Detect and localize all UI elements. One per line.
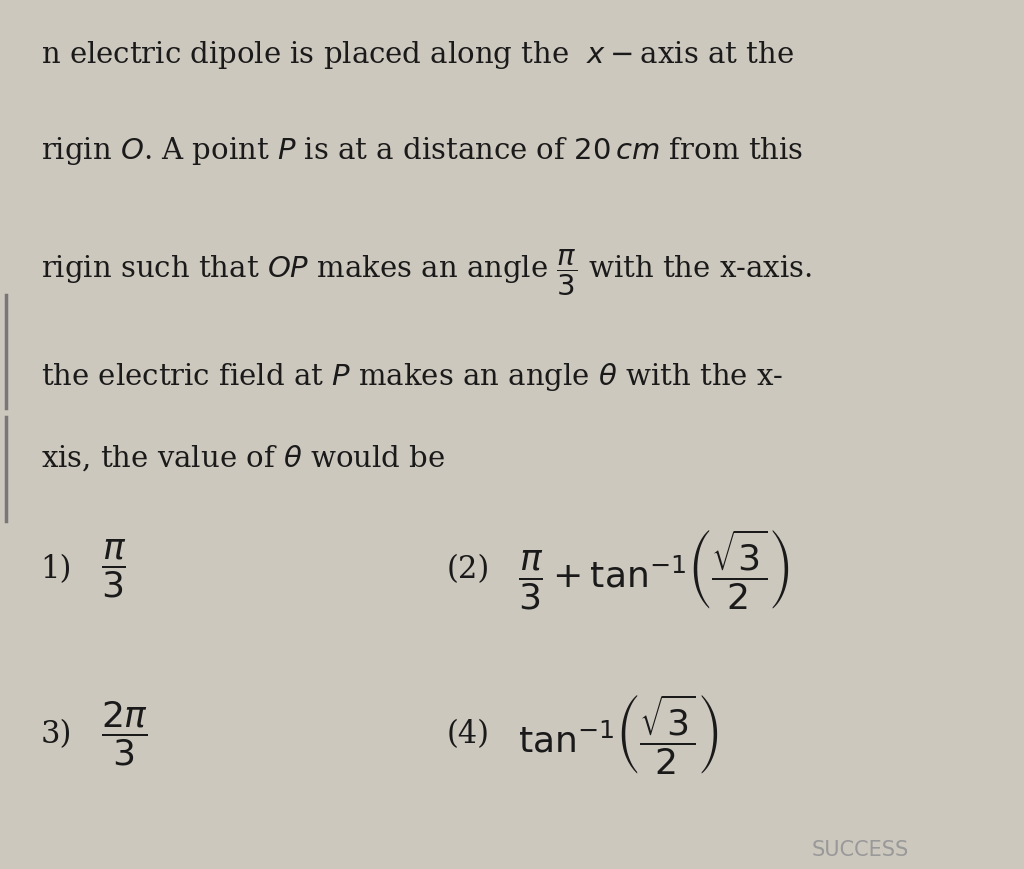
Text: (2): (2) <box>446 554 489 585</box>
Text: 1): 1) <box>41 554 72 585</box>
Text: $\tan^{-1}\!\left(\dfrac{\sqrt{3}}{2}\right)$: $\tan^{-1}\!\left(\dfrac{\sqrt{3}}{2}\ri… <box>517 693 718 776</box>
Text: rigin $O$. A point $P$ is at a distance of $20\,cm$ from this: rigin $O$. A point $P$ is at a distance … <box>41 135 803 167</box>
Text: $\dfrac{2\pi}{3}$: $\dfrac{2\pi}{3}$ <box>101 700 148 768</box>
Text: SUCCESS: SUCCESS <box>812 840 909 860</box>
Text: the electric field at $P$ makes an angle $\theta$ with the x-: the electric field at $P$ makes an angle… <box>41 361 782 393</box>
Text: (4): (4) <box>446 719 489 750</box>
Text: n electric dipole is placed along the  $x-$axis at the: n electric dipole is placed along the $x… <box>41 39 794 71</box>
Text: 3): 3) <box>41 719 72 750</box>
Text: rigin such that $OP$ makes an angle $\dfrac{\pi}{3}$ with the x-axis.: rigin such that $OP$ makes an angle $\df… <box>41 248 812 298</box>
Text: $\dfrac{\pi}{3}+\tan^{-1}\!\left(\dfrac{\sqrt{3}}{2}\right)$: $\dfrac{\pi}{3}+\tan^{-1}\!\left(\dfrac{… <box>517 527 790 611</box>
Text: $\dfrac{\pi}{3}$: $\dfrac{\pi}{3}$ <box>101 538 127 600</box>
Text: xis, the value of $\theta$ would be: xis, the value of $\theta$ would be <box>41 443 444 473</box>
